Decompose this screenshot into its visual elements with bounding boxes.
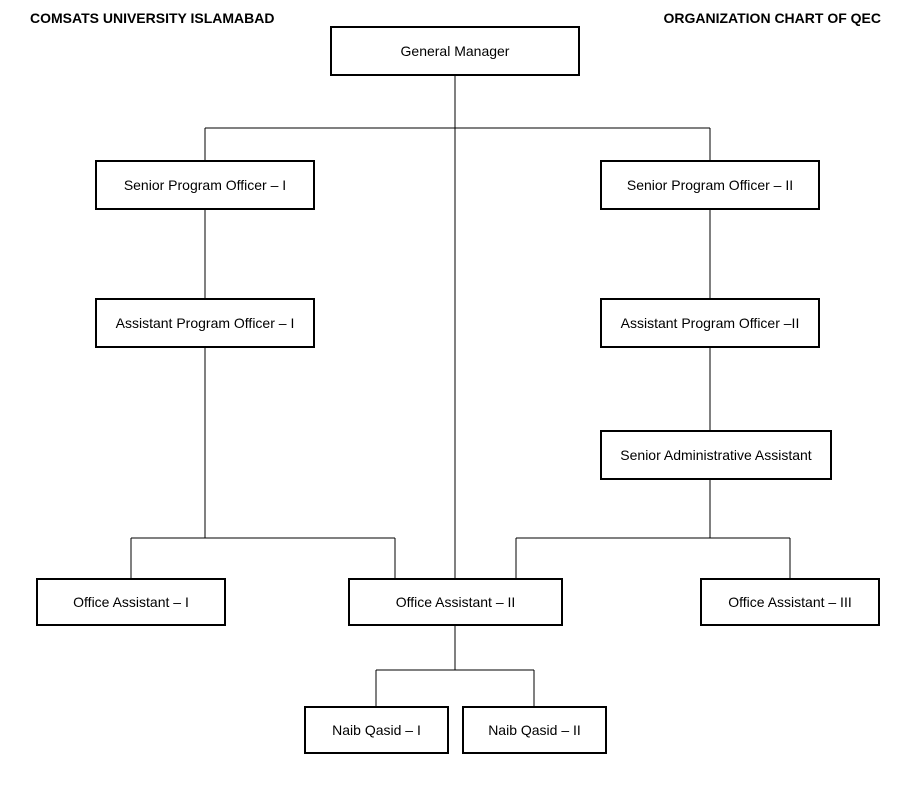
connector-lines	[0, 0, 911, 785]
header-right: ORGANIZATION CHART OF QEC	[663, 10, 881, 26]
org-node-label: Office Assistant – II	[396, 594, 516, 610]
org-node-oa2: Office Assistant – II	[348, 578, 563, 626]
org-node-oa3: Office Assistant – III	[700, 578, 880, 626]
org-node-spo1: Senior Program Officer – I	[95, 160, 315, 210]
org-node-apo2: Assistant Program Officer –II	[600, 298, 820, 348]
org-node-label: Assistant Program Officer – I	[116, 315, 295, 331]
org-node-oa1: Office Assistant – I	[36, 578, 226, 626]
org-node-gm: General Manager	[330, 26, 580, 76]
org-node-apo1: Assistant Program Officer – I	[95, 298, 315, 348]
org-node-saa: Senior Administrative Assistant	[600, 430, 832, 480]
org-node-label: Senior Administrative Assistant	[620, 447, 811, 463]
org-node-nq2: Naib Qasid – II	[462, 706, 607, 754]
org-node-spo2: Senior Program Officer – II	[600, 160, 820, 210]
org-node-label: Office Assistant – III	[728, 594, 851, 610]
org-node-label: Naib Qasid – II	[488, 722, 581, 738]
org-node-label: Assistant Program Officer –II	[621, 315, 800, 331]
header-left: COMSATS UNIVERSITY ISLAMABAD	[30, 10, 275, 26]
org-node-label: Office Assistant – I	[73, 594, 189, 610]
org-node-label: General Manager	[401, 43, 510, 59]
org-node-label: Senior Program Officer – I	[124, 177, 286, 193]
org-node-nq1: Naib Qasid – I	[304, 706, 449, 754]
org-node-label: Naib Qasid – I	[332, 722, 421, 738]
org-node-label: Senior Program Officer – II	[627, 177, 793, 193]
